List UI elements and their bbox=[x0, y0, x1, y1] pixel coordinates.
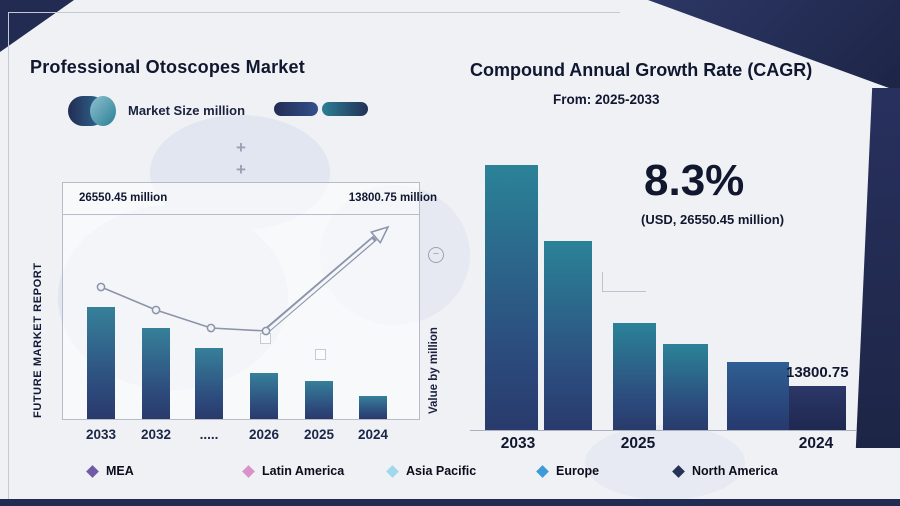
right-x-label-2024: 2024 bbox=[798, 435, 834, 452]
left-x-label-4: 2025 bbox=[303, 427, 335, 442]
left-bar-1 bbox=[142, 328, 170, 419]
legend-item-asia-pacific: Asia Pacific bbox=[386, 464, 477, 478]
left-bar-2 bbox=[195, 348, 223, 419]
left-x-label-5: 2024 bbox=[357, 427, 389, 442]
end-value-label: 13800.75 million bbox=[348, 192, 437, 204]
side-watermark-label: FUTURE MARKET REPORT bbox=[32, 262, 44, 418]
plus-decoration: + bbox=[236, 160, 246, 179]
legend-label: North America bbox=[692, 464, 778, 478]
legend-item-mea: MEA bbox=[86, 464, 134, 478]
cagr-value: 8.3% bbox=[644, 156, 745, 205]
square-decoration bbox=[315, 349, 326, 360]
left-bar-4 bbox=[305, 381, 333, 419]
legend-diamond-icon bbox=[672, 464, 685, 478]
legend-label: Asia Pacific bbox=[406, 464, 477, 478]
left-x-label-0: 2033 bbox=[85, 427, 117, 442]
legend-label: Europe bbox=[556, 464, 600, 478]
circle-minus-icon: − bbox=[428, 247, 444, 263]
left-bar-3 bbox=[250, 373, 278, 419]
frame-line bbox=[8, 12, 620, 13]
right-bar-1 bbox=[544, 241, 592, 430]
right-end-value-label: 13800.75 bbox=[786, 364, 849, 381]
right-bar-4 bbox=[727, 362, 789, 430]
pill-decoration-teal bbox=[322, 102, 368, 116]
legend-diamond-icon bbox=[386, 464, 399, 478]
background-blob bbox=[585, 425, 745, 500]
legend-label: Latin America bbox=[262, 464, 345, 478]
left-chart-bars bbox=[63, 214, 419, 419]
legend-item-north-america: North America bbox=[672, 464, 778, 478]
legend-diamond-icon bbox=[536, 464, 549, 478]
right-chart-bars bbox=[470, 158, 856, 430]
plus-decoration: + bbox=[236, 138, 246, 157]
start-value-label: 26550.45 million bbox=[79, 192, 168, 204]
right-edge-band-decoration bbox=[855, 88, 900, 448]
right-bar-0 bbox=[485, 165, 538, 430]
right-x-label-2025: 2025 bbox=[620, 435, 656, 452]
right-bar-5 bbox=[789, 386, 846, 430]
right-chart-baseline bbox=[470, 430, 856, 431]
right-bar-2 bbox=[613, 323, 656, 430]
chart-header-divider bbox=[63, 214, 419, 215]
left-x-label-1: 2032 bbox=[140, 427, 172, 442]
cylinder-icon bbox=[68, 96, 116, 126]
legend-item-latin-america: Latin America bbox=[242, 464, 345, 478]
left-bar-0 bbox=[87, 307, 115, 419]
cagr-subtitle: From: 2025-2033 bbox=[553, 92, 660, 107]
frame-line bbox=[8, 12, 9, 499]
trend-line-arrow bbox=[96, 225, 390, 336]
right-x-label-2033: 2033 bbox=[500, 435, 536, 452]
legend-diamond-icon bbox=[242, 464, 255, 478]
left-bar-5 bbox=[359, 396, 387, 419]
left-chart-title: Professional Otoscopes Market bbox=[30, 57, 305, 77]
left-x-label-3: 2026 bbox=[248, 427, 280, 442]
left-chart-frame: 26550.45 million 13800.75 million 2033 20… bbox=[62, 182, 437, 442]
legend-item-europe: Europe bbox=[536, 464, 600, 478]
right-bar-3 bbox=[663, 344, 708, 430]
legend-label: MEA bbox=[106, 464, 134, 478]
market-size-legend-label: Market Size million bbox=[128, 103, 246, 118]
bottom-bar-decoration bbox=[0, 499, 900, 506]
legend-diamond-icon bbox=[86, 464, 99, 478]
value-axis-label: Value by million bbox=[428, 327, 440, 414]
step-line-decoration bbox=[602, 272, 646, 292]
cagr-title: Compound Annual Growth Rate (CAGR) bbox=[470, 60, 813, 80]
left-x-label-2: ..... bbox=[199, 427, 219, 442]
pill-decoration-navy bbox=[274, 102, 318, 116]
cagr-note: (USD, 26550.45 million) bbox=[641, 212, 785, 227]
corner-triangle-decoration bbox=[0, 0, 74, 52]
